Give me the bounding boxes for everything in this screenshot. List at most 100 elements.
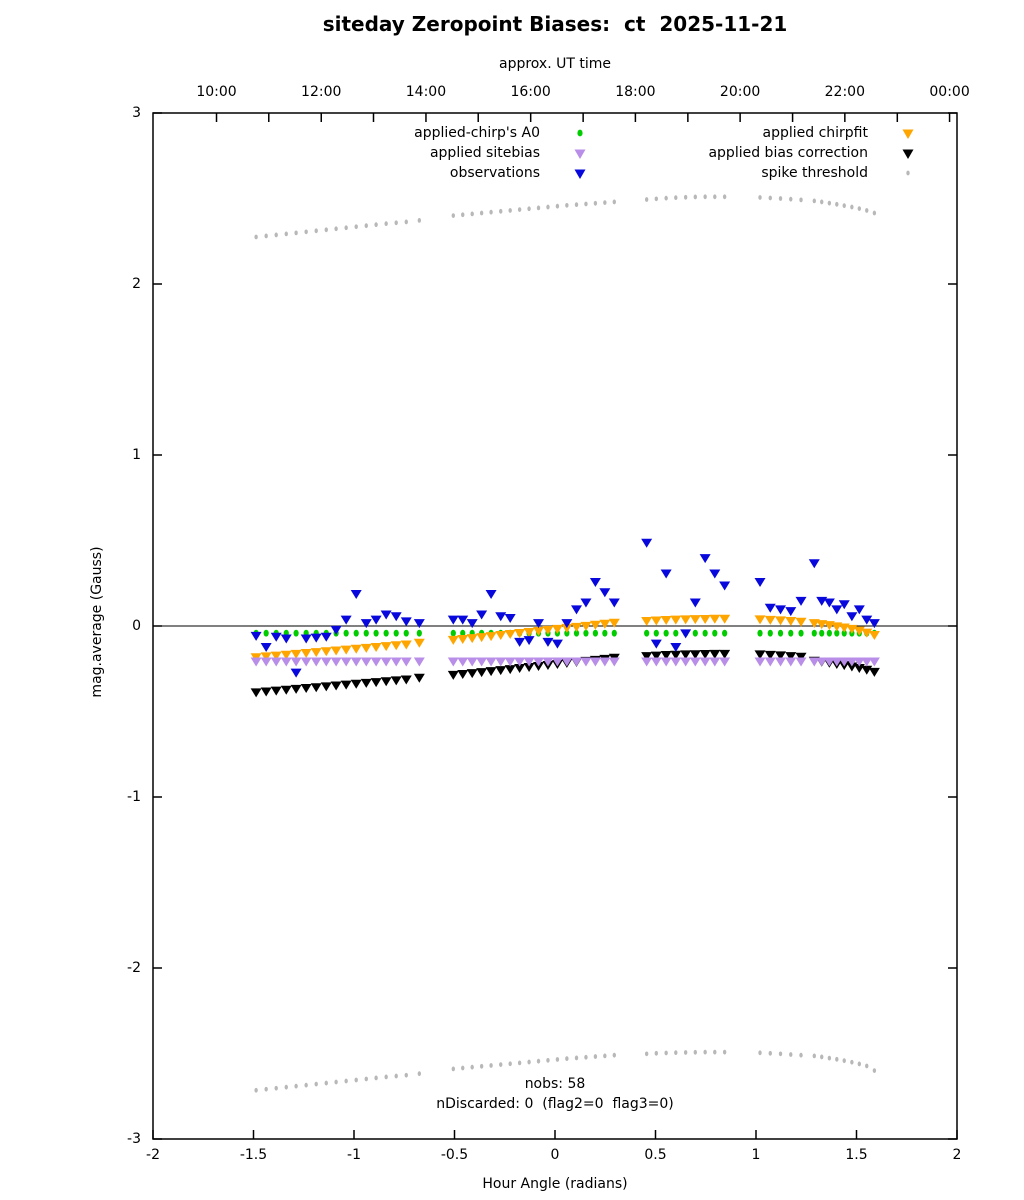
x-tick-label: -0.5: [440, 1147, 469, 1163]
data-point: [314, 1081, 318, 1087]
data-point: [768, 1050, 772, 1056]
data-point: [320, 657, 332, 667]
data-point: [872, 1068, 877, 1073]
data-point: [294, 1083, 298, 1089]
data-point: [354, 224, 358, 230]
data-point: [650, 651, 662, 661]
data-point: [504, 657, 516, 667]
data-point: [250, 657, 262, 667]
data-point: [290, 684, 302, 694]
data-point: [344, 1078, 348, 1084]
data-point: [834, 629, 840, 637]
data-point: [270, 686, 282, 696]
data-point: [592, 629, 599, 637]
data-point: [664, 1050, 668, 1056]
data-point: [764, 657, 776, 667]
data-point: [660, 651, 672, 661]
data-point: [868, 657, 880, 667]
data-point: [703, 194, 707, 200]
data-point: [683, 194, 688, 200]
data-point: [571, 622, 583, 632]
data-point: [868, 619, 880, 629]
data-point: [400, 675, 412, 685]
data-point: [457, 657, 469, 667]
data-point: [485, 590, 497, 600]
data-point: [799, 1052, 803, 1058]
data-point: [343, 629, 349, 637]
data-point: [827, 1055, 832, 1061]
data-point: [641, 657, 653, 667]
data-point: [551, 639, 563, 649]
data-point: [795, 657, 807, 667]
data-point: [447, 635, 459, 645]
data-point: [466, 657, 478, 667]
data-point: [764, 603, 776, 613]
legend-glyph: [906, 170, 910, 176]
data-point: [612, 199, 616, 205]
data-point: [777, 629, 784, 637]
data-point: [699, 657, 711, 667]
data-point: [461, 212, 465, 218]
data-point: [324, 1080, 328, 1086]
data-point: [533, 619, 545, 629]
data-point: [644, 1051, 649, 1057]
data-point: [608, 618, 620, 628]
x2-tick-label: 16:00: [510, 84, 551, 100]
data-point: [542, 637, 554, 647]
data-point: [542, 625, 554, 635]
x-tick-label: 0: [550, 1147, 560, 1163]
data-point: [785, 657, 797, 667]
data-point: [489, 209, 493, 215]
data-point: [842, 1058, 846, 1064]
data-point: [400, 657, 412, 667]
data-point: [476, 668, 488, 678]
x-axis-title: Hour Angle (radians): [482, 1176, 628, 1192]
x2-tick-label: 00:00: [929, 84, 970, 100]
data-point: [660, 657, 672, 667]
data-point: [868, 631, 880, 641]
data-point: [304, 1082, 308, 1088]
data-point: [788, 629, 794, 637]
data-point: [476, 657, 488, 667]
data-point: [641, 652, 653, 662]
data-point: [713, 194, 717, 200]
data-point: [310, 648, 322, 658]
data-point: [757, 629, 763, 637]
data-point: [654, 1050, 659, 1056]
data-point: [599, 588, 611, 598]
x-tick-label: -1: [347, 1147, 361, 1163]
data-point: [374, 1075, 378, 1081]
data-point: [709, 569, 721, 579]
data-point: [370, 615, 382, 625]
data-point: [861, 657, 873, 667]
series-spike-threshold-lower: [254, 1049, 877, 1093]
data-point: [263, 629, 269, 637]
data-point: [250, 631, 262, 641]
data-point: [775, 605, 787, 615]
data-point: [785, 607, 797, 617]
data-point: [816, 657, 828, 667]
data-point: [775, 616, 787, 626]
data-point: [719, 614, 731, 624]
y-tick-label: 2: [132, 276, 141, 292]
data-point: [808, 559, 820, 569]
data-point: [461, 1065, 465, 1071]
y-tick-label: -1: [127, 789, 141, 805]
data-point: [719, 657, 731, 667]
data-point: [260, 657, 272, 667]
data-point: [754, 615, 766, 625]
data-point: [466, 619, 478, 629]
data-point: [853, 657, 865, 667]
series-applied-chirpfit: [250, 614, 880, 663]
data-point: [417, 217, 422, 223]
data-point: [812, 198, 816, 204]
data-point: [320, 682, 332, 692]
data-point: [593, 200, 598, 206]
data-point: [364, 223, 368, 229]
data-point: [533, 657, 545, 667]
data-point: [644, 197, 649, 202]
data-point: [754, 578, 766, 588]
data-point: [819, 629, 825, 637]
data-point: [485, 657, 497, 667]
data-point: [689, 650, 701, 660]
